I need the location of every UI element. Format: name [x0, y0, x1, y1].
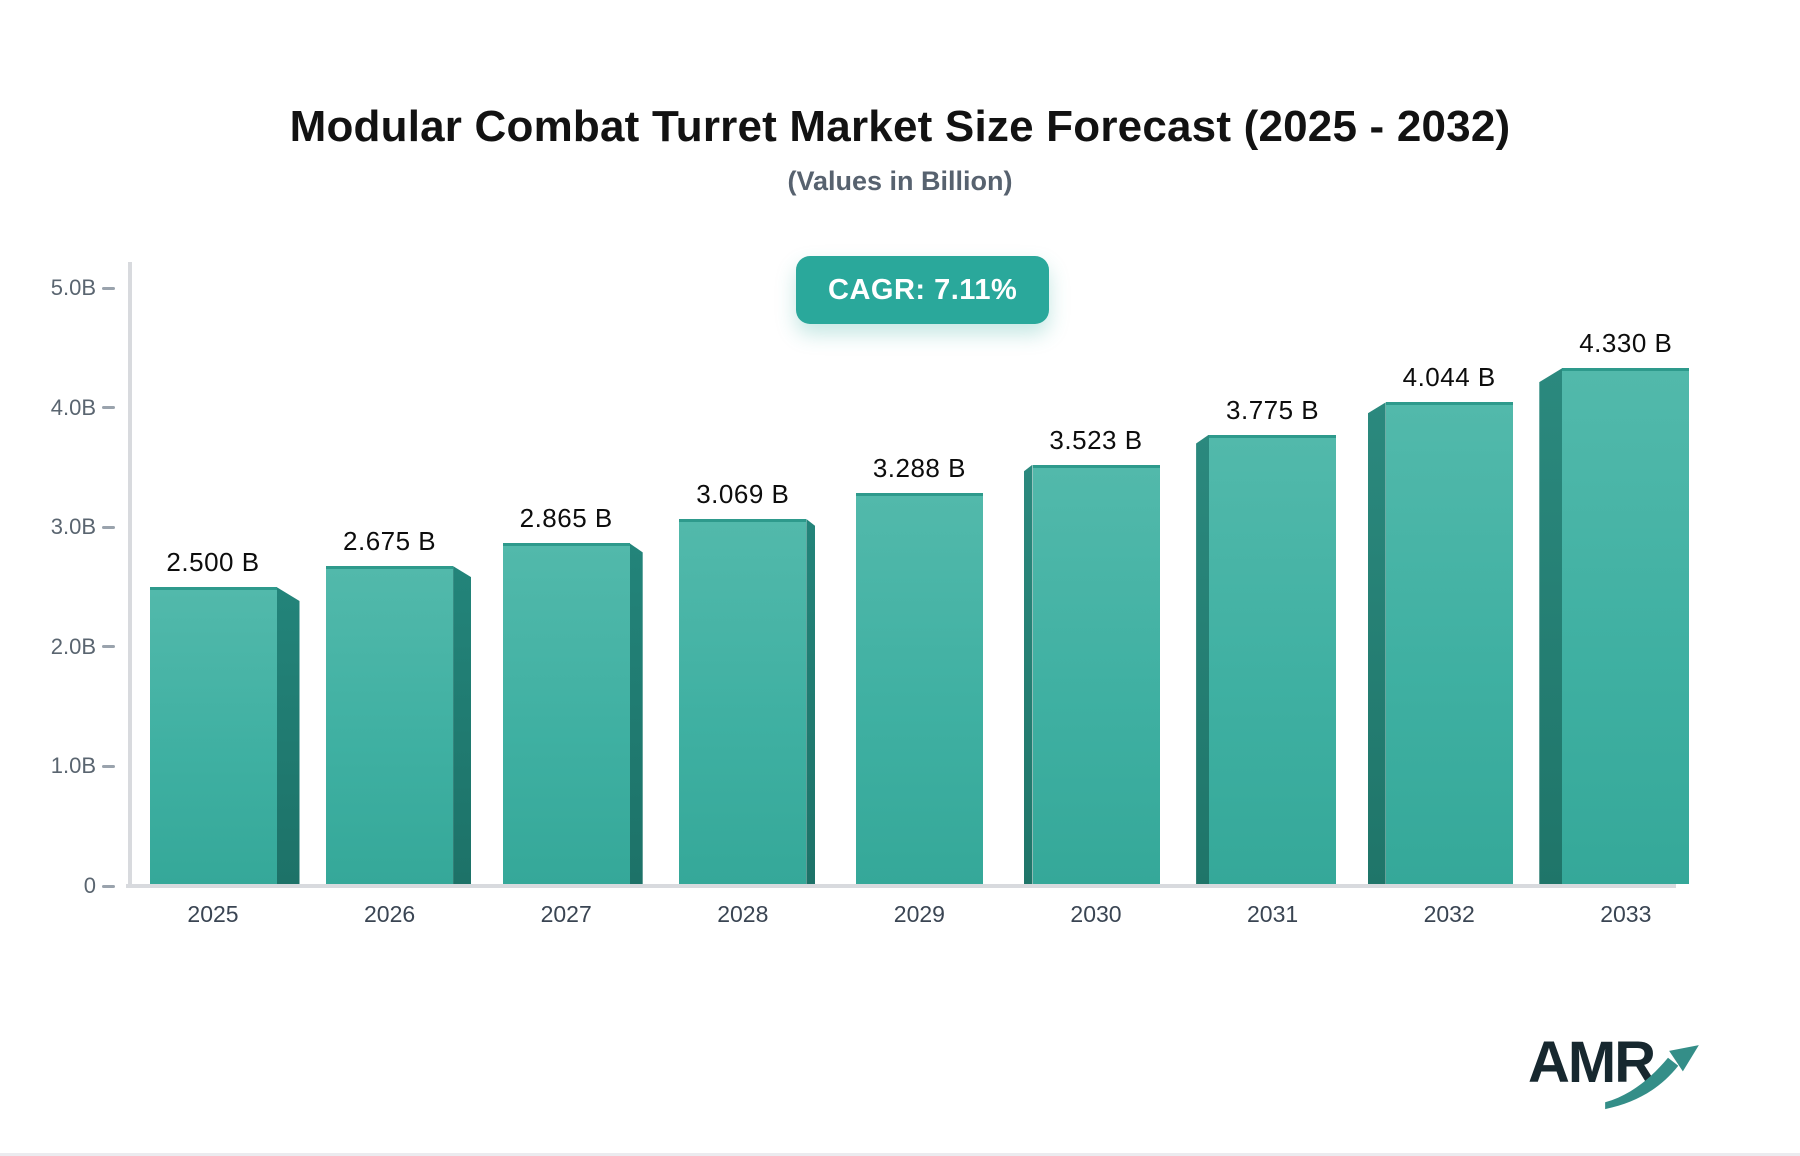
bar — [326, 566, 454, 884]
x-axis-label: 2027 — [540, 901, 592, 927]
y-axis-tick-dash — [102, 645, 115, 649]
bar-side-face — [629, 543, 643, 884]
x-axis-label: 2032 — [1423, 901, 1475, 927]
bar — [149, 587, 277, 884]
x-axis-baseline — [126, 884, 1676, 888]
bar — [1385, 402, 1513, 884]
bar-value-label: 3.775 B — [1226, 394, 1320, 425]
bar — [1032, 464, 1160, 884]
bar — [1562, 368, 1690, 884]
y-axis-tick-dash — [102, 286, 115, 290]
bar-side-face — [276, 587, 300, 884]
brand-logo: AMR — [1528, 1034, 1718, 1114]
canvas-bottom-edge — [0, 1153, 1800, 1156]
y-axis-tick-dash — [102, 764, 115, 768]
y-axis-line — [128, 262, 132, 886]
bar-value-label: 3.288 B — [872, 452, 966, 483]
bar-side-face — [1023, 464, 1033, 884]
y-axis-tick-dash — [102, 525, 115, 529]
x-axis-label: 2031 — [1247, 901, 1299, 927]
y-axis-tick-label: 2.0B — [50, 633, 96, 659]
x-axis-label: 2026 — [364, 901, 416, 927]
y-axis-tick-label: 3.0B — [50, 514, 96, 540]
bar-value-label: 3.523 B — [1049, 424, 1143, 455]
x-axis-label: 2033 — [1600, 901, 1652, 927]
y-axis-tick-label: 0 — [83, 873, 96, 898]
y-axis-tick-dash — [102, 884, 115, 888]
x-axis-label: 2029 — [893, 901, 945, 927]
bar-value-label: 2.865 B — [519, 503, 613, 534]
bar-side-face — [806, 518, 816, 884]
bar-value-label: 2.500 B — [166, 547, 260, 577]
y-axis-tick-dash — [102, 406, 115, 410]
bar-side-face — [1196, 434, 1210, 884]
x-axis-label: 2025 — [187, 901, 239, 927]
growth-arrow-icon — [1605, 1045, 1699, 1110]
bar — [502, 543, 630, 884]
x-axis-label: 2030 — [1070, 901, 1122, 927]
bar-value-label: 4.044 B — [1402, 362, 1496, 393]
x-axis-label: 2028 — [717, 901, 769, 927]
y-axis-tick-label: 5.0B — [50, 275, 96, 300]
bar-value-label: 3.069 B — [696, 478, 790, 509]
y-axis-tick-label: 4.0B — [50, 394, 96, 420]
cagr-badge-label: CAGR: 7.11% — [828, 273, 1018, 306]
bar-side-face — [1539, 368, 1563, 884]
bar-side-face — [453, 566, 472, 884]
bar — [855, 492, 983, 884]
brand-name: AMR — [1528, 1030, 1656, 1095]
bar — [1209, 434, 1337, 884]
bar — [679, 518, 807, 884]
chart-title: Modular Combat Turret Market Size Foreca… — [289, 102, 1511, 151]
bar-value-label: 4.330 B — [1579, 328, 1673, 359]
y-axis-tick-label: 1.0B — [50, 753, 96, 779]
bar-value-label: 2.675 B — [343, 526, 437, 557]
cagr-badge: CAGR: 7.11% — [796, 256, 1050, 324]
chart-subtitle: (Values in Billion) — [787, 166, 1013, 196]
bar-side-face — [1367, 402, 1386, 884]
